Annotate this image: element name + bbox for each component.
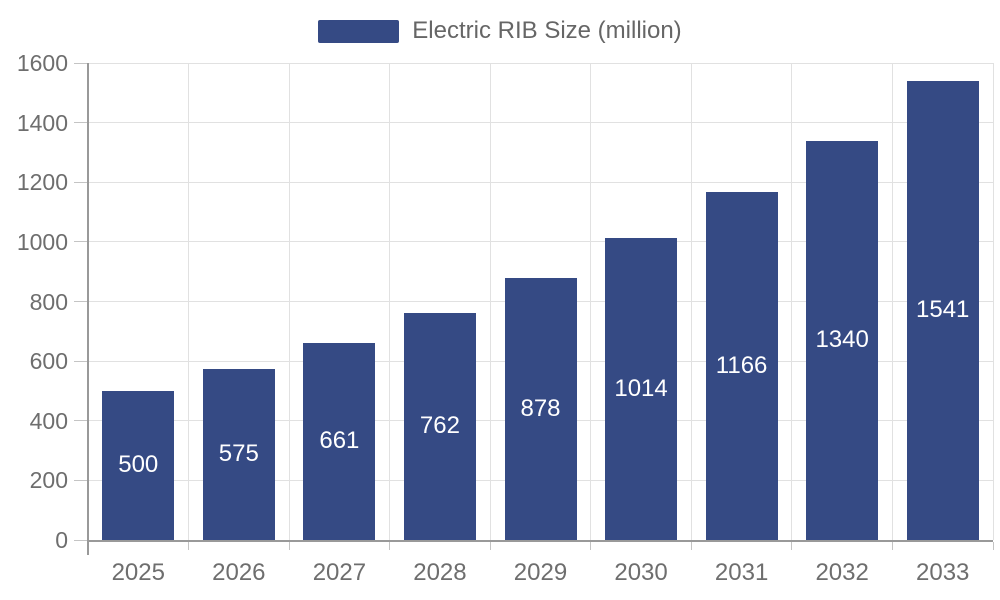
x-axis-label-2031: 2031 [714, 559, 769, 586]
x-tick-mark [690, 542, 692, 550]
v-gridline [891, 63, 893, 540]
bar-value-label: 1541 [916, 296, 970, 324]
bar-value-label: 500 [118, 451, 159, 479]
x-axis-label-2033: 2033 [916, 559, 970, 586]
x-axis-label-2026: 2026 [212, 559, 266, 586]
x-tick-mark [791, 542, 793, 550]
y-tick-mark [74, 241, 88, 243]
y-tick-mark [74, 122, 88, 124]
v-gridline [489, 63, 491, 540]
legend[interactable]: Electric RIB Size (million) [0, 17, 1000, 45]
bar-2025[interactable]: 500 [102, 390, 175, 540]
y-axis-tick-label: 1600 [16, 50, 68, 76]
y-axis-tick-label: 1200 [16, 169, 68, 196]
bar-value-label: 1014 [614, 374, 668, 402]
h-gridline [88, 241, 993, 243]
y-axis-tick-label: 1400 [16, 109, 68, 136]
bar-2027[interactable]: 661 [303, 342, 376, 540]
bar-2030[interactable]: 1014 [605, 237, 678, 540]
legend-swatch[interactable] [318, 19, 400, 43]
y-tick-mark [74, 181, 88, 183]
y-axis-line [87, 63, 89, 555]
bar-value-label: 661 [319, 427, 360, 455]
bar-2031[interactable]: 1166 [705, 192, 778, 540]
bar-value-label: 575 [218, 440, 259, 468]
y-tick-mark [74, 539, 88, 541]
h-gridline [88, 181, 993, 183]
x-tick-mark [188, 542, 190, 550]
v-gridline [690, 63, 692, 540]
x-tick-mark [891, 542, 893, 550]
x-tick-mark [389, 542, 391, 550]
x-axis-label-2025: 2025 [111, 559, 165, 586]
y-tick-mark [74, 360, 88, 362]
bar-value-label: 1340 [815, 326, 869, 354]
y-axis-tick-label: 1000 [16, 228, 68, 255]
h-gridline [88, 62, 993, 64]
x-tick-mark [288, 542, 290, 550]
y-tick-mark [74, 301, 88, 302]
bar-value-label: 762 [419, 412, 460, 440]
x-axis-label-2027: 2027 [312, 559, 367, 586]
bar-2026[interactable]: 575 [202, 368, 275, 540]
y-axis-tick-label: 200 [29, 467, 68, 494]
y-axis-tick-label: 400 [29, 407, 68, 434]
x-tick-mark [590, 542, 592, 550]
h-gridline [88, 122, 993, 124]
y-tick-mark [74, 479, 88, 481]
x-axis-label-2029: 2029 [513, 559, 568, 586]
y-tick-mark [74, 420, 88, 422]
x-axis-label-2032: 2032 [815, 559, 869, 586]
x-tick-mark [992, 542, 994, 550]
y-axis-tick-label: 0 [55, 527, 68, 553]
v-gridline [992, 63, 994, 540]
legend-label: Electric RIB Size (million) [412, 17, 682, 44]
y-axis-tick-label: 600 [29, 348, 68, 375]
v-gridline [791, 63, 793, 540]
v-gridline [389, 63, 391, 540]
x-axis-label-2028: 2028 [413, 559, 467, 586]
bar-value-label: 878 [520, 395, 561, 423]
x-axis-line [88, 540, 993, 542]
bar-2032[interactable]: 1340 [806, 140, 879, 540]
v-gridline [188, 63, 190, 540]
v-gridline [288, 63, 290, 540]
y-tick-mark [74, 62, 88, 64]
x-tick-mark [489, 542, 491, 550]
bar-2033[interactable]: 1541 [906, 80, 979, 540]
x-axis-label-2030: 2030 [614, 559, 668, 586]
bar-2028[interactable]: 762 [403, 312, 476, 540]
v-gridline [590, 63, 592, 540]
bar-value-label: 1166 [715, 352, 768, 380]
bar-2029[interactable]: 878 [504, 278, 577, 540]
y-axis-tick-label: 800 [29, 288, 68, 315]
